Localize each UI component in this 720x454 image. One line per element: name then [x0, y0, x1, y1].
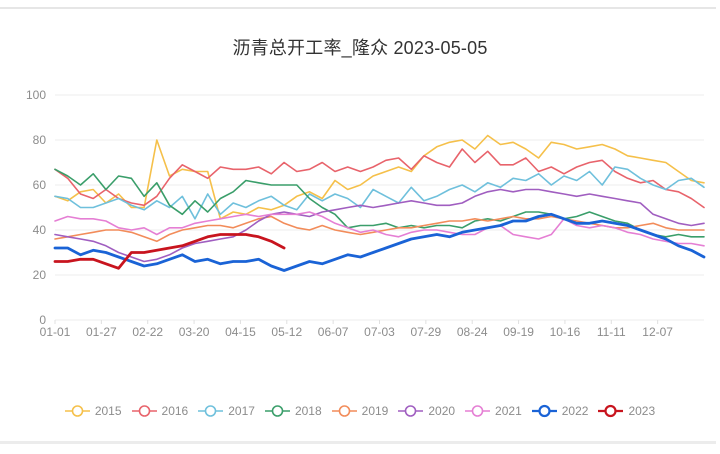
legend-line-circle-icon [64, 405, 90, 417]
series-line-2019[interactable] [54, 215, 705, 243]
legend-item-2023[interactable]: 2023 [598, 404, 655, 418]
series-line-2017[interactable] [54, 166, 705, 220]
series-line-2018[interactable] [54, 168, 705, 238]
y-tick-label: 20 [33, 268, 47, 282]
series-line-2021[interactable] [54, 211, 705, 247]
chart-legend: 2015 2016 2017 2018 2019 2020 2021 2022 2023 [0, 404, 720, 418]
y-tick-label: 100 [26, 88, 46, 102]
x-tick-label: 11-11 [597, 325, 626, 339]
x-tick-label: 05-12 [271, 325, 302, 339]
legend-item-2016[interactable]: 2016 [131, 404, 189, 418]
legend-label: 2017 [228, 404, 255, 418]
legend-line-circle-icon [264, 405, 290, 417]
legend-item-2017[interactable]: 2017 [198, 404, 255, 418]
legend-label: 2015 [94, 404, 122, 418]
x-tick-label: 10-16 [550, 325, 581, 339]
legend-item-2018[interactable]: 2018 [264, 404, 322, 418]
x-tick-label: 07-29 [411, 325, 442, 339]
legend-label: 2022 [561, 404, 589, 418]
legend-label: 2020 [428, 404, 456, 418]
legend-item-2021[interactable]: 2021 [465, 404, 522, 418]
series-line-2016[interactable] [54, 148, 705, 209]
y-tick-label: 60 [33, 178, 47, 192]
top-divider [0, 7, 716, 9]
series-line-2015[interactable] [54, 134, 705, 220]
y-tick-label: 40 [33, 223, 47, 237]
x-tick-label: 06-07 [318, 325, 349, 339]
line-chart: 0 20 40 60 80 100 01-01 01-27 02-22 03-20 04-15 05-… [26, 88, 706, 339]
x-tick-label: 08-24 [457, 325, 488, 339]
x-tick-label: 12-07 [642, 325, 673, 339]
x-tick-label: 01-27 [86, 325, 117, 339]
legend-label: 2018 [294, 404, 322, 418]
legend-line-circle-icon [465, 405, 491, 417]
legend-label: 2023 [628, 404, 656, 418]
series-line-2022[interactable] [53, 212, 706, 272]
series-line-2023[interactable] [53, 233, 286, 270]
legend-line-circle-icon [131, 405, 157, 417]
legend-line-circle-icon [531, 404, 557, 418]
x-tick-label: 03-20 [179, 325, 210, 339]
legend-item-2015[interactable]: 2015 [64, 404, 122, 418]
chart-title: 沥青总开工率_隆众 2023-05-05 [232, 38, 488, 58]
legend-line-circle-icon [398, 405, 424, 417]
x-tick-label: 09-19 [503, 325, 534, 339]
x-tick-label: 02-22 [132, 325, 163, 339]
legend-label: 2016 [161, 404, 189, 418]
x-tick-label: 04-15 [225, 325, 256, 339]
legend-label: 2021 [495, 404, 522, 418]
x-tick-label: 07-03 [364, 325, 395, 339]
legend-label: 2019 [361, 404, 389, 418]
legend-line-circle-icon [598, 404, 624, 418]
series-line-2020[interactable] [54, 188, 705, 263]
y-tick-label: 80 [33, 133, 47, 147]
legend-line-circle-icon [331, 405, 357, 417]
legend-item-2019[interactable]: 2019 [331, 404, 389, 418]
bottom-divider [0, 441, 716, 444]
y-tick-label: 0 [39, 313, 46, 327]
legend-item-2022[interactable]: 2022 [531, 404, 589, 418]
legend-item-2020[interactable]: 2020 [398, 404, 455, 418]
legend-line-circle-icon [198, 405, 224, 417]
x-tick-label: 01-01 [40, 325, 71, 339]
